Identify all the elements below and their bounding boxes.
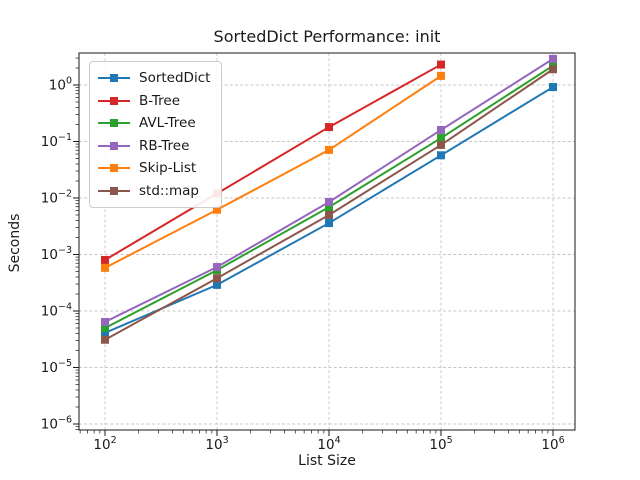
legend-item-rb-tree: RB-Tree (97, 135, 210, 158)
svg-text:103: 103 (205, 435, 228, 453)
series-line-skip-list (104, 75, 442, 269)
chart-title: SortedDict Performance: init (213, 27, 441, 46)
svg-text:10−6: 10−6 (41, 415, 72, 433)
data-point (437, 60, 445, 69)
data-point (101, 328, 109, 337)
x-axis-label: List Size (298, 453, 356, 469)
data-point (213, 205, 221, 214)
svg-text:10−4: 10−4 (41, 302, 72, 320)
data-point (437, 125, 445, 134)
data-point (101, 255, 109, 264)
legend-label: B-Tree (139, 92, 181, 109)
data-point (325, 145, 333, 154)
svg-text:10−1: 10−1 (41, 132, 72, 150)
data-point (101, 335, 109, 344)
gridlines (79, 53, 575, 430)
legend-swatch-icon (98, 96, 130, 105)
legend-item-avl-tree: AVL-Tree (97, 112, 210, 135)
svg-text:104: 104 (317, 435, 340, 453)
data-point (549, 65, 557, 74)
svg-text:10−2: 10−2 (41, 189, 72, 207)
axis-ticks (73, 57, 554, 436)
series-line-b-tree (104, 63, 442, 261)
data-point (437, 151, 445, 160)
legend-label: RB-Tree (139, 137, 190, 154)
data-point (437, 71, 445, 80)
svg-text:100: 100 (49, 76, 72, 94)
data-point (325, 123, 333, 132)
data-point (101, 263, 109, 272)
legend-swatch-icon (98, 119, 130, 128)
data-point (549, 54, 557, 63)
legend: SortedDict B-Tree AVL-Tree RB-Tree Skip-List… (89, 61, 223, 208)
data-point (101, 324, 109, 333)
legend-item-sorteddict: SortedDict (97, 67, 210, 90)
legend-swatch-icon (98, 74, 130, 83)
data-point (437, 134, 445, 143)
svg-text:106: 106 (541, 435, 564, 453)
legend-swatch-icon (98, 186, 130, 195)
data-point (325, 219, 333, 228)
legend-swatch-icon (98, 164, 130, 173)
data-point (213, 263, 221, 272)
legend-swatch-icon (98, 141, 130, 150)
data-point (213, 274, 221, 283)
legend-label: SortedDict (139, 70, 211, 87)
legend-label: std::map (139, 182, 199, 199)
data-point (325, 197, 333, 206)
svg-text:10−3: 10−3 (41, 245, 72, 263)
y-axis-label: Seconds (7, 213, 23, 273)
data-point (549, 83, 557, 92)
svg-text:102: 102 (93, 435, 116, 453)
axes-spines (78, 52, 576, 431)
data-point (325, 211, 333, 220)
data-point (101, 317, 109, 326)
series-group (101, 54, 557, 344)
legend-item-skip-list: Skip-List (97, 157, 210, 180)
svg-text:10−5: 10−5 (41, 358, 72, 376)
data-point (213, 280, 221, 289)
legend-label: AVL-Tree (139, 115, 196, 132)
svg-text:105: 105 (429, 435, 452, 453)
legend-label: Skip-List (139, 160, 197, 177)
data-point (437, 140, 445, 149)
legend-item-std-map: std::map (97, 180, 210, 203)
legend-item-b-tree: B-Tree (97, 90, 210, 113)
data-point (325, 203, 333, 212)
